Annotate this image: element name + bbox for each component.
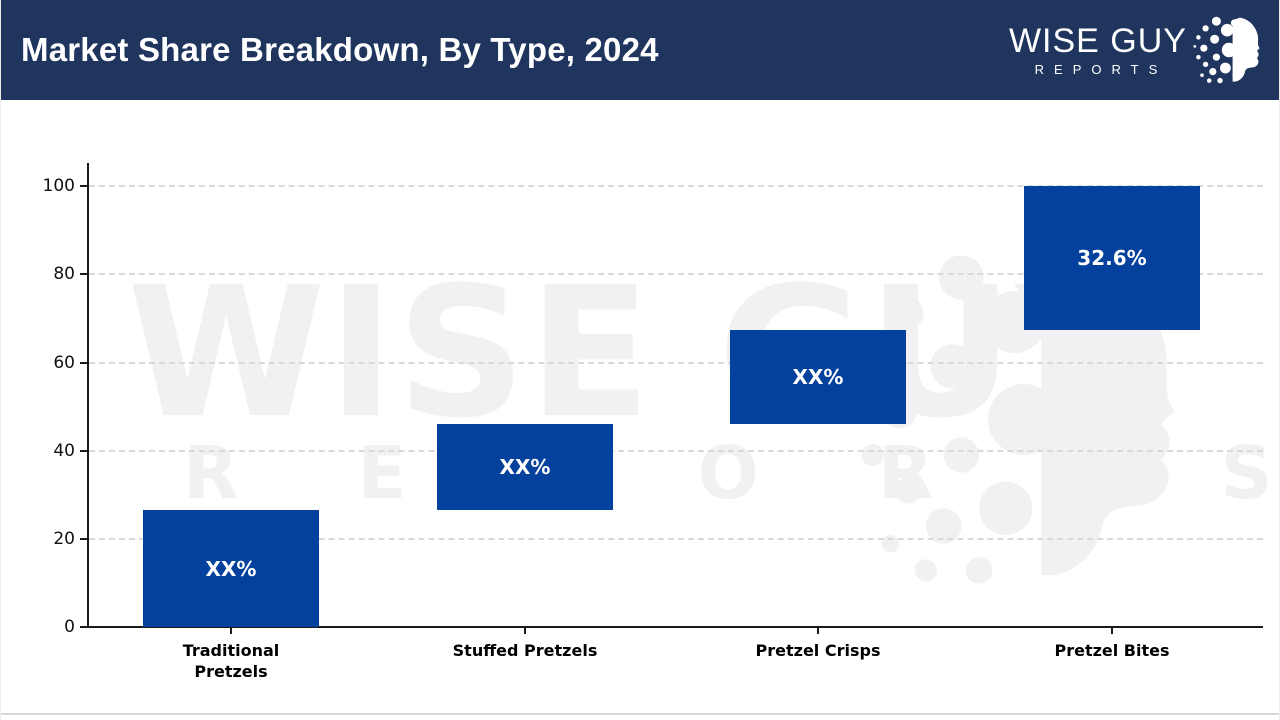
category-label-2: Stuffed Pretzels — [452, 641, 598, 660]
y-tick-label-0: 0 — [64, 617, 75, 637]
logo-subtext: REPORTS — [1034, 62, 1168, 77]
gridline-60 — [89, 361, 1263, 364]
x-tick-4 — [1111, 628, 1113, 634]
y-tick-label-100: 100 — [42, 176, 75, 197]
x-tick-2 — [524, 628, 526, 634]
y-axis-line — [87, 163, 89, 628]
y-tick-80 — [80, 273, 87, 276]
gridline-100 — [89, 185, 1263, 188]
chart-bar-2 — [437, 424, 613, 511]
chart-bar-1 — [143, 510, 319, 627]
x-tick-1 — [230, 628, 232, 634]
category-label-4: Pretzel Bites — [1054, 641, 1170, 660]
y-tick-40 — [80, 449, 87, 452]
bar-value-label-2: XX% — [499, 455, 551, 480]
gridline-40 — [89, 449, 1263, 452]
chart-bar-4 — [1024, 186, 1200, 330]
bar-value-label-4: 32.6% — [1077, 246, 1147, 271]
bar-value-label-3: XX% — [792, 365, 844, 390]
y-tick-label-60: 60 — [53, 352, 75, 373]
y-tick-label-20: 20 — [53, 528, 75, 549]
header-banner: Market Share Breakdown, By Type, 2024 WI… — [1, 0, 1279, 100]
y-tick-label-80: 80 — [53, 264, 75, 285]
logo-face-icon — [1193, 16, 1260, 84]
logo-wordmark: WISE GUY — [1008, 22, 1187, 60]
category-label-3: Pretzel Crisps — [755, 641, 881, 660]
y-tick-100 — [80, 185, 87, 188]
chart-bar-3 — [730, 329, 906, 425]
gridline-80 — [89, 273, 1263, 276]
logo-text: WISE GUY REPORTS — [1009, 24, 1187, 76]
x-axis-line — [87, 626, 1263, 628]
footer-divider — [1, 713, 1279, 715]
category-label-1: Traditional Pretzels — [182, 641, 280, 681]
x-tick-3 — [817, 628, 819, 634]
y-tick-label-40: 40 — [53, 440, 75, 461]
y-tick-20 — [80, 537, 87, 540]
gridline-20 — [89, 537, 1263, 540]
chart-title: Market Share Breakdown, By Type, 2024 — [21, 31, 659, 68]
y-tick-0 — [80, 626, 87, 628]
bar-value-label-1: XX% — [205, 556, 257, 581]
wiseguy-logo: WISE GUY REPORTS — [1009, 9, 1265, 91]
y-tick-60 — [80, 361, 87, 364]
